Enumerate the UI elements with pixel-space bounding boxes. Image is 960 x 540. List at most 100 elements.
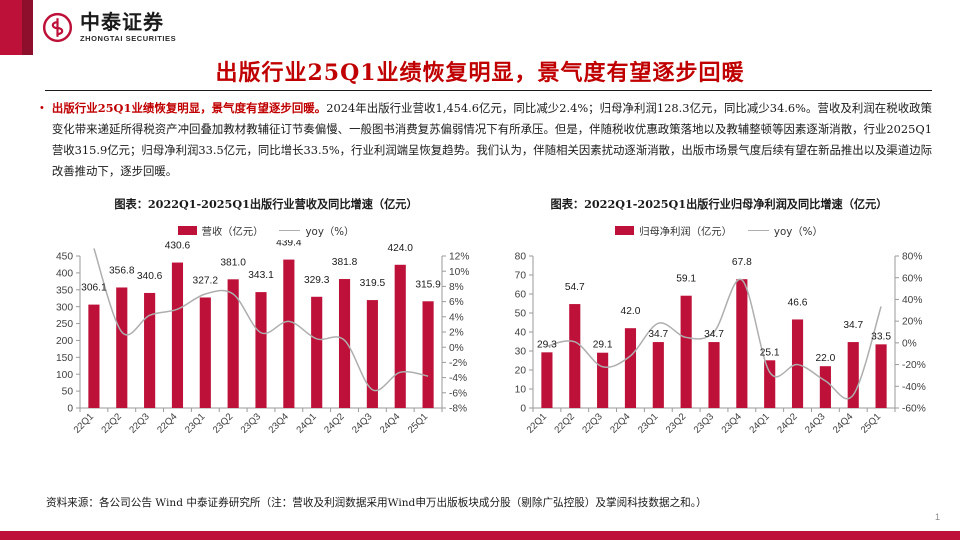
- chart-netprofit-title: 图表：2022Q1-2025Q1出版行业归母净利润及同比增速（亿元）: [550, 197, 888, 211]
- chart-netprofit-legend: 归母净利润（亿元） yoy（%）: [495, 223, 943, 238]
- svg-text:25Q1: 25Q1: [859, 411, 883, 435]
- svg-text:42.0: 42.0: [621, 306, 641, 317]
- svg-text:40%: 40%: [902, 295, 922, 306]
- svg-text:22Q1: 22Q1: [525, 411, 549, 435]
- svg-text:70: 70: [515, 271, 527, 282]
- svg-text:350: 350: [56, 285, 73, 296]
- svg-text:23Q2: 23Q2: [211, 411, 235, 435]
- brand-edge-bar-dark: [22, 0, 33, 55]
- svg-text:50: 50: [62, 387, 74, 398]
- svg-text:54.7: 54.7: [565, 282, 585, 293]
- brand-edge-bar-light: [0, 0, 22, 55]
- svg-text:-8%: -8%: [449, 404, 467, 415]
- svg-text:22Q4: 22Q4: [155, 411, 180, 436]
- logo-company-name-en: ZHONGTAI SECURITIES: [80, 34, 177, 43]
- svg-text:300: 300: [56, 302, 73, 313]
- svg-text:430.6: 430.6: [165, 241, 191, 252]
- svg-text:439.4: 439.4: [276, 240, 302, 249]
- svg-text:-40%: -40%: [902, 382, 926, 393]
- svg-text:12%: 12%: [449, 252, 469, 263]
- svg-text:23Q1: 23Q1: [183, 411, 207, 435]
- svg-text:-2%: -2%: [449, 358, 467, 369]
- svg-text:67.8: 67.8: [732, 257, 752, 268]
- svg-text:24Q3: 24Q3: [803, 411, 827, 435]
- legend-line-swatch-icon: [747, 229, 769, 231]
- svg-text:40: 40: [515, 328, 527, 339]
- chart-revenue: 图表：2022Q1-2025Q1出版行业营收及同比增速（亿元） 营收（亿元） y…: [42, 196, 490, 455]
- svg-text:80: 80: [515, 252, 527, 263]
- svg-text:22Q3: 22Q3: [580, 411, 604, 435]
- svg-text:24Q4: 24Q4: [378, 411, 403, 436]
- svg-text:22Q3: 22Q3: [127, 411, 151, 435]
- legend-bar-label: 归母净利润（亿元）: [639, 225, 732, 238]
- svg-text:24Q2: 24Q2: [322, 411, 346, 435]
- svg-text:22Q2: 22Q2: [553, 411, 577, 435]
- svg-text:24Q1: 24Q1: [747, 411, 771, 435]
- legend-item-bar: 归母净利润（亿元）: [615, 223, 732, 238]
- svg-text:80%: 80%: [902, 252, 922, 263]
- legend-line-label: yoy（%）: [773, 225, 823, 238]
- svg-text:23Q2: 23Q2: [664, 411, 688, 435]
- summary-highlight: 出版行业25Q1业绩恢复明显，景气度有望逐步回暖。: [51, 101, 327, 115]
- svg-text:381.8: 381.8: [332, 257, 358, 268]
- svg-text:60: 60: [515, 290, 527, 301]
- svg-text:29.1: 29.1: [593, 340, 613, 351]
- zhongtai-logo-icon: [42, 12, 73, 43]
- legend-item-line: yoy（%）: [747, 223, 823, 238]
- summary-text: 2024年出版行业营收1,454.6亿元，同比减少2.4%；归母净利润128.3…: [51, 101, 933, 179]
- svg-text:20: 20: [515, 366, 527, 377]
- chart-revenue-legend: 营收（亿元） yoy（%）: [42, 223, 490, 238]
- svg-text:30: 30: [515, 347, 527, 358]
- summary-paragraph-block: • 出版行业25Q1业绩恢复明显，景气度有望逐步回暖。2024年出版行业营收1,…: [40, 98, 932, 182]
- svg-text:34.7: 34.7: [704, 329, 724, 340]
- svg-text:23Q3: 23Q3: [239, 411, 263, 435]
- legend-bar-swatch-icon: [177, 225, 197, 235]
- svg-text:150: 150: [56, 353, 73, 364]
- svg-text:327.2: 327.2: [193, 275, 219, 286]
- svg-text:250: 250: [56, 319, 73, 330]
- svg-text:60%: 60%: [902, 273, 922, 284]
- svg-text:0: 0: [520, 404, 526, 415]
- chart-netprofit-plot: 0 10 20 30 40 50 60 70 80 -60% -40% -20% 0% 20% 40% 60%…: [495, 240, 943, 455]
- svg-text:4%: 4%: [449, 312, 464, 323]
- chart-netprofit: 图表：2022Q1-2025Q1出版行业归母净利润及同比增速（亿元） 归母净利润…: [495, 196, 943, 455]
- svg-text:329.3: 329.3: [304, 275, 330, 286]
- legend-item-line: yoy（%）: [279, 223, 354, 238]
- company-logo: 中泰证券 ZHONGTAI SECURITIES: [42, 12, 176, 43]
- svg-text:46.6: 46.6: [788, 297, 808, 308]
- svg-text:6%: 6%: [449, 297, 464, 308]
- footer-accent-bar: [0, 531, 960, 540]
- svg-text:50: 50: [515, 309, 527, 320]
- svg-text:24Q3: 24Q3: [350, 411, 374, 435]
- logo-company-name-cn: 中泰证券: [80, 10, 164, 34]
- summary-paragraph: 出版行业25Q1业绩恢复明显，景气度有望逐步回暖。2024年出版行业营收1,45…: [52, 98, 932, 182]
- svg-text:356.8: 356.8: [109, 265, 135, 276]
- svg-text:2%: 2%: [449, 328, 464, 339]
- title-divider: [45, 90, 932, 91]
- svg-text:100: 100: [56, 370, 73, 381]
- svg-text:424.0: 424.0: [387, 243, 413, 254]
- page-number: 1: [934, 512, 940, 522]
- svg-text:0%: 0%: [902, 338, 917, 349]
- svg-text:10%: 10%: [449, 267, 469, 278]
- svg-text:315.9: 315.9: [415, 279, 441, 290]
- legend-line-label: yoy（%）: [305, 225, 355, 238]
- svg-text:25Q1: 25Q1: [406, 411, 430, 435]
- chart-revenue-title: 图表：2022Q1-2025Q1出版行业营收及同比增速（亿元）: [114, 197, 418, 211]
- svg-text:23Q1: 23Q1: [636, 411, 660, 435]
- svg-text:8%: 8%: [449, 282, 464, 293]
- svg-text:22.0: 22.0: [815, 353, 835, 364]
- svg-text:34.7: 34.7: [648, 329, 668, 340]
- svg-text:29.3: 29.3: [537, 339, 557, 350]
- legend-line-swatch-icon: [279, 229, 301, 231]
- svg-text:33.5: 33.5: [871, 331, 891, 342]
- svg-text:24Q2: 24Q2: [775, 411, 799, 435]
- svg-text:-20%: -20%: [902, 360, 926, 371]
- svg-text:400: 400: [56, 268, 73, 279]
- legend-bar-label: 营收（亿元）: [201, 225, 264, 238]
- svg-text:-6%: -6%: [449, 388, 467, 399]
- svg-text:20%: 20%: [902, 317, 922, 328]
- svg-text:59.1: 59.1: [676, 274, 696, 285]
- legend-bar-swatch-icon: [615, 225, 635, 235]
